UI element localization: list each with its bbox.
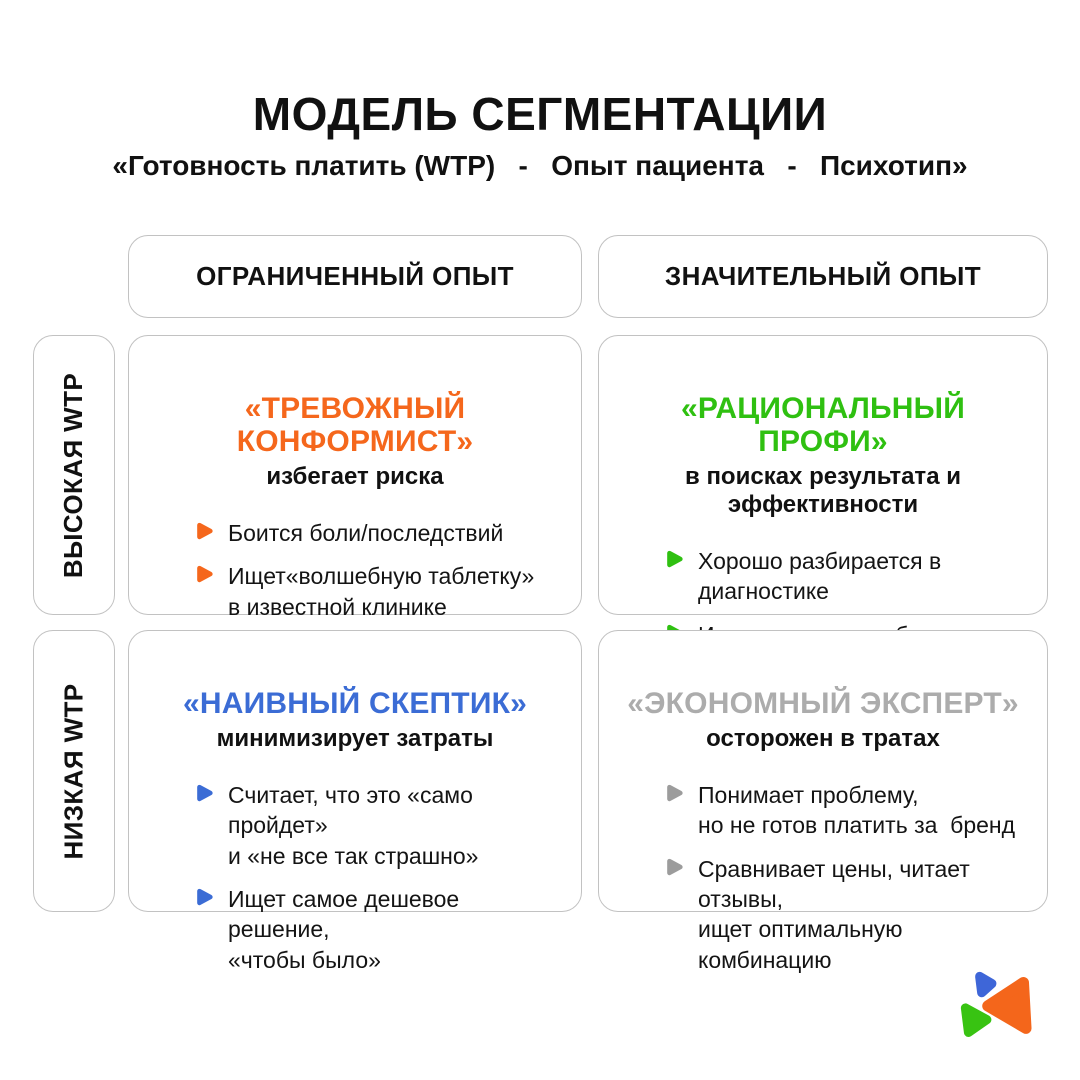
list-item: Боится боли/последствий — [193, 518, 557, 548]
logo-triangle-blue-icon — [975, 971, 997, 998]
list-item: Сравнивает цены, читает отзывы, ищет опт… — [663, 854, 1023, 975]
quadrant-subtitle: избегает риска — [266, 463, 444, 490]
quadrant-title: «ТРЕВОЖНЫЙ КОНФОРМИСТ» — [236, 392, 474, 458]
bullet-list: Боится боли/последствий Ищет«волшебную т… — [153, 518, 557, 622]
page-subtitle: «Готовность платить (WTP) - Опыт пациент… — [112, 149, 968, 181]
quadrant-economical-expert: «ЭКОНОМНЫЙ ЭКСПЕРТ» осторожен в тратах П… — [598, 630, 1048, 973]
bullet-arrow-icon — [663, 549, 685, 569]
quadrant-title: «РАЦИОНАЛЬНЫЙ ПРОФИ» — [680, 392, 966, 458]
row-header-low-wtp: НИЗКАЯ WTP — [33, 630, 115, 912]
list-item: Ищет«волшебную таблетку» в известной кли… — [193, 561, 557, 622]
bullet-text: Считает, что это «само пройдет» и «не вс… — [228, 782, 479, 869]
bullet-list: Считает, что это «само пройдет» и «не вс… — [153, 780, 557, 975]
bullet-list: Понимает проблему, но не готов платить з… — [623, 780, 1023, 975]
brand-logo — [960, 971, 1032, 1037]
bullet-arrow-icon — [193, 564, 215, 584]
bullet-text: Ищет самое дешевое решение, «чтобы было» — [228, 886, 460, 973]
quadrant-title: «ЭКОНОМНЫЙ ЭКСПЕРТ» — [627, 687, 1019, 720]
row-header-label: НИЗКАЯ WTP — [58, 682, 89, 860]
list-item: Понимает проблему, но не готов платить з… — [663, 780, 1023, 841]
page-title: МОДЕЛЬ СЕГМЕНТАЦИИ — [252, 88, 828, 140]
bullet-arrow-icon — [193, 887, 215, 907]
row-header-high-wtp: ВЫСОКАЯ WTP — [33, 335, 115, 615]
row-header-label: ВЫСОКАЯ WTP — [58, 372, 89, 578]
bullet-text: Сравнивает цены, читает отзывы, ищет опт… — [698, 855, 970, 973]
list-item: Хорошо разбирается в диагностике — [663, 546, 1023, 607]
quadrant-subtitle: минимизирует затраты — [216, 725, 494, 752]
list-item: Ищет самое дешевое решение, «чтобы было» — [193, 884, 557, 975]
column-header-significant-experience: ЗНАЧИТЕЛЬНЫЙ ОПЫТ — [598, 235, 1048, 318]
quadrant-title: «НАИВНЫЙ СКЕПТИК» — [182, 687, 527, 720]
bullet-text: Боится боли/последствий — [228, 520, 504, 546]
bullet-text: Хорошо разбирается в диагностике — [698, 548, 948, 605]
bullet-arrow-icon — [193, 521, 215, 541]
bullet-arrow-icon — [193, 783, 215, 803]
bullet-arrow-icon — [663, 783, 685, 803]
bullet-text: Понимает проблему, но не готов платить з… — [698, 782, 1016, 839]
logo-triangle-green-icon — [960, 1003, 992, 1037]
quadrant-subtitle: в поисках результата и эффективности — [685, 463, 961, 518]
logo-triangle-orange-icon — [982, 976, 1032, 1034]
column-header-label: ОГРАНИЧЕННЫЙ ОПЫТ — [196, 261, 514, 291]
quadrant-rational-pro: «РАЦИОНАЛЬНЫЙ ПРОФИ» в поисках результат… — [598, 335, 1048, 678]
column-header-limited-experience: ОГРАНИЧЕННЫЙ ОПЫТ — [128, 235, 582, 318]
column-header-label: ЗНАЧИТЕЛЬНЫЙ ОПЫТ — [664, 261, 982, 291]
header: МОДЕЛЬ СЕГМЕНТАЦИИ «Готовность платить (… — [0, 88, 1080, 182]
quadrant-subtitle: осторожен в тратах — [706, 725, 940, 752]
bullet-arrow-icon — [663, 857, 685, 877]
quadrant-anxious-conformist: «ТРЕВОЖНЫЙ КОНФОРМИСТ» избегает риска Бо… — [128, 335, 582, 620]
quadrant-naive-skeptic: «НАИВНЫЙ СКЕПТИК» минимизирует затраты С… — [128, 630, 582, 973]
list-item: Считает, что это «само пройдет» и «не вс… — [193, 780, 557, 871]
bullet-text: Ищет«волшебную таблетку» в известной кли… — [228, 563, 535, 620]
